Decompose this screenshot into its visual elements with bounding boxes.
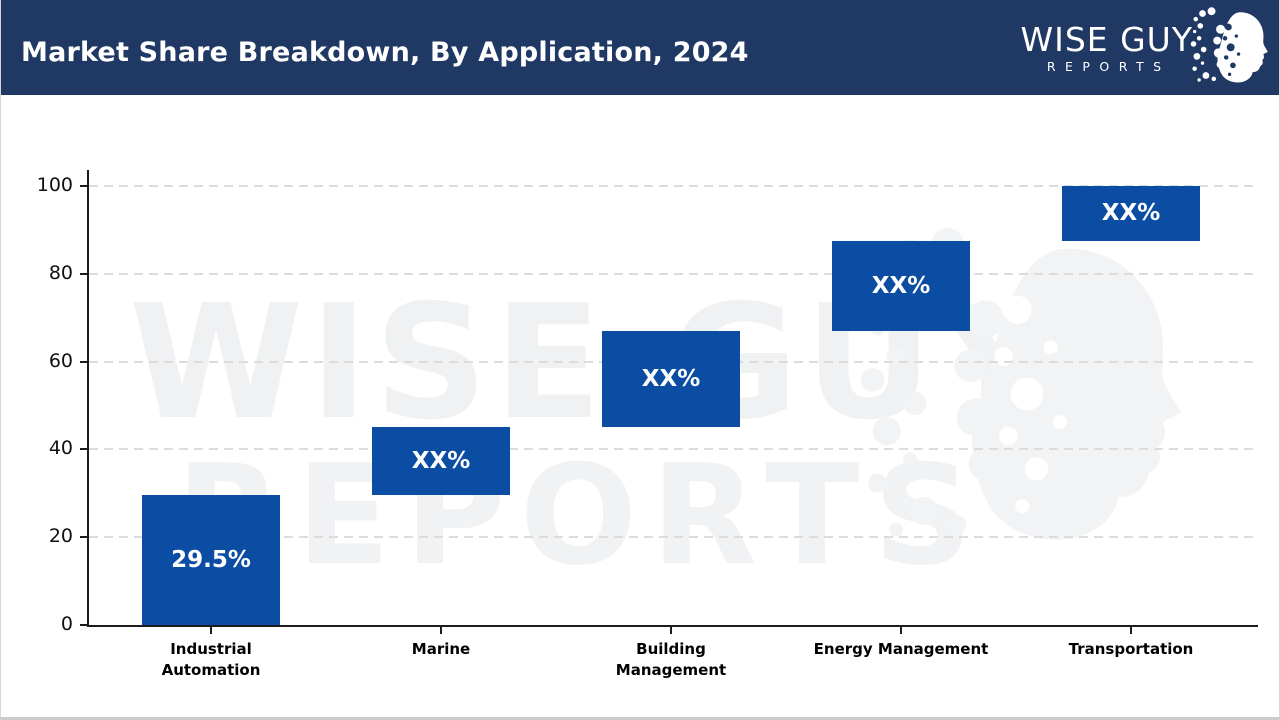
brand-head-icon <box>1190 6 1268 82</box>
bar-value-label: 29.5% <box>171 547 251 574</box>
x-tick-mark-marine <box>440 627 442 634</box>
bar-industrial-automation: 29.5% <box>142 495 280 625</box>
brand-logo-text: WISE GUY REPORTS <box>1020 23 1193 74</box>
gridline-y-100 <box>89 185 1256 187</box>
bar-value-label: XX% <box>1101 200 1161 227</box>
bar-transportation: XX% <box>1062 186 1200 241</box>
y-tick-label-0: 0 <box>60 613 73 635</box>
x-tick-label-industrial-automation: Industrial Automation <box>161 640 261 679</box>
bar-value-label: XX% <box>411 448 471 475</box>
y-tick-mark-20 <box>80 536 87 539</box>
x-tick-mark-energy-management <box>900 627 902 634</box>
gridline-y-20 <box>89 536 1256 539</box>
x-axis-line <box>87 625 1258 627</box>
brand-logo: WISE GUY REPORTS <box>1020 6 1279 92</box>
x-tick-mark-transportation <box>1130 627 1132 634</box>
y-tick-mark-100 <box>80 185 87 187</box>
page-title: Market Share Breakdown, By Application, … <box>21 37 749 68</box>
gridline-y-40 <box>89 448 1256 451</box>
y-tick-mark-0 <box>80 624 87 626</box>
bar-value-label: XX% <box>641 366 701 393</box>
brand-subtitle: REPORTS <box>1046 59 1171 74</box>
y-tick-label-80: 80 <box>48 261 73 284</box>
y-axis-line <box>87 170 89 627</box>
y-tick-mark-80 <box>80 272 87 275</box>
y-tick-label-100: 100 <box>36 174 73 196</box>
chart-area: WISE GUY REPORTS 0 20 40 60 80 100 29.5% Indust… <box>1 95 1279 717</box>
x-tick-mark-building-management <box>670 627 672 634</box>
x-tick-label-energy-management: Energy Management <box>813 640 989 658</box>
y-tick-label-20: 20 <box>48 525 73 548</box>
bar-building-management: XX% <box>602 330 740 428</box>
y-tick-mark-40 <box>80 448 87 451</box>
gridline-y-80 <box>89 272 1256 275</box>
y-tick-mark-60 <box>80 360 87 363</box>
x-tick-label-marine: Marine <box>411 640 471 658</box>
bar-energy-management: XX% <box>832 240 970 331</box>
header-bar: Market Share Breakdown, By Application, … <box>1 0 1279 95</box>
y-tick-label-60: 60 <box>48 349 73 372</box>
brand-name: WISE GUY <box>1020 20 1193 59</box>
x-tick-label-building-management: Building Management <box>615 640 727 679</box>
bar-marine: XX% <box>372 427 510 496</box>
watermark-brand-subtitle: REPORTS <box>176 435 987 596</box>
x-tick-mark-industrial-automation <box>210 627 212 634</box>
y-tick-label-40: 40 <box>48 437 73 460</box>
x-tick-label-transportation: Transportation <box>1068 640 1194 658</box>
bar-value-label: XX% <box>871 272 931 299</box>
